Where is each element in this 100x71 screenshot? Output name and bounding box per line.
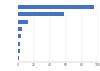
Bar xyxy=(18,20,28,24)
Bar xyxy=(18,12,64,16)
Bar xyxy=(18,34,21,38)
Bar xyxy=(18,56,19,60)
Bar xyxy=(18,49,20,53)
Bar xyxy=(18,42,20,46)
Bar xyxy=(18,5,94,9)
Bar xyxy=(18,27,22,31)
